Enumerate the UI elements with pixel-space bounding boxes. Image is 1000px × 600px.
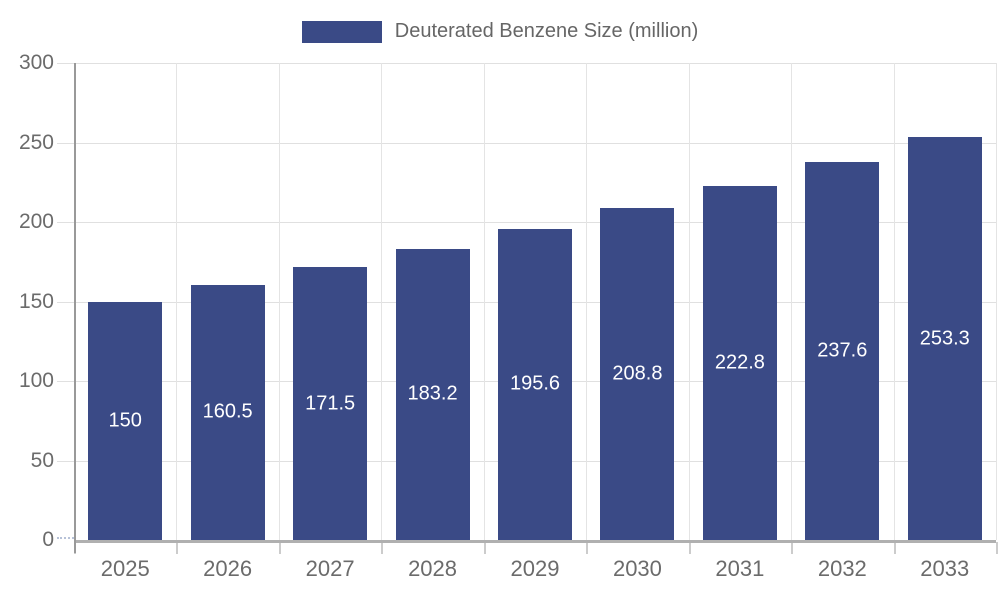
y-axis-label: 0 <box>42 528 54 551</box>
y-tick <box>57 142 74 144</box>
x-tick <box>893 542 896 554</box>
bar-value-label: 253.3 <box>919 327 970 350</box>
bar-2026[interactable]: 160.5 <box>190 284 265 540</box>
legend-item[interactable]: Deuterated Benzene Size (million) <box>301 20 699 43</box>
x-gridline <box>278 63 280 540</box>
bar-2033[interactable]: 253.3 <box>907 137 982 540</box>
x-gridline <box>893 63 895 540</box>
x-gridline <box>381 63 383 540</box>
x-axis-label: 2028 <box>408 556 458 581</box>
x-gridline <box>586 63 588 540</box>
y-tick <box>57 460 74 462</box>
x-gridline <box>176 63 178 540</box>
y-axis-label: 200 <box>18 210 54 233</box>
x-axis-label: 2027 <box>305 556 355 581</box>
bar-2027[interactable]: 171.5 <box>293 267 368 540</box>
x-axis-label: 2025 <box>100 556 150 581</box>
bar-2028[interactable]: 183.2 <box>395 248 470 540</box>
x-tick <box>996 542 998 554</box>
bar-2025[interactable]: 150 <box>88 301 163 540</box>
x-axis-label: 2030 <box>612 556 662 581</box>
x-axis-label: 2026 <box>203 556 253 581</box>
bar-value-label: 183.2 <box>407 382 458 405</box>
legend-label: Deuterated Benzene Size (million) <box>394 20 699 42</box>
x-tick <box>176 542 179 554</box>
bar-value-label: 171.5 <box>305 392 356 415</box>
x-gridline <box>483 63 485 540</box>
x-gridline <box>791 63 793 540</box>
x-gridline <box>996 63 997 540</box>
y-axis-label: 150 <box>18 289 54 313</box>
x-axis-label: 2031 <box>715 556 765 581</box>
bar-2029[interactable]: 195.6 <box>498 228 572 540</box>
x-tick <box>278 542 281 554</box>
y-axis-label: 100 <box>18 369 54 392</box>
y-tick <box>57 381 74 382</box>
x-tick <box>381 542 384 554</box>
y-axis-label: 250 <box>18 130 54 154</box>
bar-value-label: 237.6 <box>817 339 868 362</box>
y-gridline <box>74 222 996 223</box>
x-axis-label: 2032 <box>817 556 867 581</box>
y-gridline <box>74 142 996 144</box>
bar-value-label: 208.8 <box>612 362 663 385</box>
y-tick <box>57 63 74 64</box>
y-tick <box>57 222 74 223</box>
x-tick <box>586 542 589 554</box>
bar-value-label: 222.8 <box>714 351 765 374</box>
y-axis-line <box>74 63 76 553</box>
y-axis-label: 50 <box>30 448 54 472</box>
bar-value-label: 150 <box>108 409 142 432</box>
x-axis-line <box>74 540 996 543</box>
bar-value-label: 160.5 <box>202 400 253 423</box>
y-tick <box>57 301 74 303</box>
x-axis-label: 2033 <box>920 556 970 581</box>
y-zero-tick <box>57 537 74 539</box>
y-gridline <box>74 63 996 64</box>
bar-2030[interactable]: 208.8 <box>600 208 675 540</box>
bar-value-label: 195.6 <box>509 372 561 395</box>
bar-2031[interactable]: 222.8 <box>702 185 777 540</box>
legend: Deuterated Benzene Size (million) <box>0 20 1000 43</box>
x-tick <box>688 542 691 554</box>
x-axis-label: 2029 <box>510 556 560 581</box>
bar-2032[interactable]: 237.6 <box>805 162 880 540</box>
y-axis-label: 300 <box>18 51 54 74</box>
legend-swatch <box>301 20 382 43</box>
x-tick <box>483 542 486 554</box>
x-gridline <box>688 63 690 540</box>
x-tick <box>791 542 794 554</box>
